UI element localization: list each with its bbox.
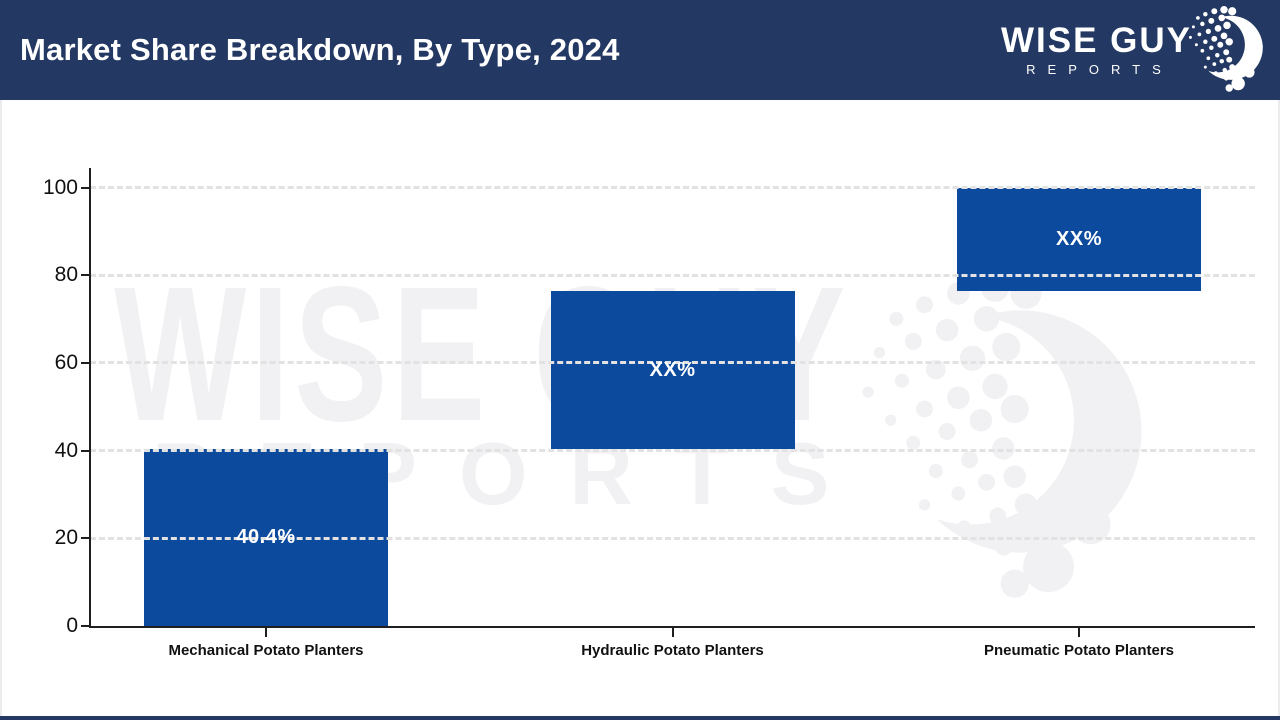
y-tick-label: 100	[42, 175, 78, 199]
x-axis-line	[89, 626, 1255, 628]
chart-body: WISE GUY REPORTS 0 20 40 60 80 100 40.4% Mechan…	[0, 100, 1280, 716]
x-axis-label: Hydraulic Potato Planters	[581, 642, 764, 659]
wiseguy-face-icon	[1188, 6, 1263, 92]
bar	[550, 291, 795, 449]
y-tick-label: 20	[54, 526, 78, 550]
y-tick-label: 40	[54, 438, 78, 462]
gridline	[90, 186, 1255, 190]
wiseguy-logo-text: WISE GUY REPORTS	[1001, 23, 1192, 77]
y-tick-label: 0	[66, 614, 78, 637]
bar-value-label: XX%	[1056, 228, 1102, 251]
gridline	[90, 449, 1255, 453]
y-tick-mark	[81, 625, 90, 627]
y-tick-label: 80	[54, 263, 78, 287]
y-axis-line	[89, 168, 91, 628]
gridline	[90, 273, 1255, 277]
x-tick-mark	[1078, 628, 1080, 637]
bar-value-label: 40.4%	[236, 526, 296, 549]
y-tick-mark	[81, 361, 90, 364]
gridline	[90, 361, 1255, 365]
plot-area: 0 20 40 60 80 100 40.4% Mechanical Potato Plant…	[2, 100, 1278, 716]
logo-name-label: WISE GUY	[1000, 21, 1192, 60]
logo-subtitle-label: REPORTS	[1026, 62, 1173, 77]
wiseguy-logo: WISE GUY REPORTS	[1001, 6, 1266, 94]
bar-value-label: XX%	[649, 358, 696, 381]
y-tick-mark	[81, 449, 90, 452]
x-axis-label: Mechanical Potato Planters	[168, 642, 364, 659]
page-title: Market Share Breakdown, By Type, 2024	[20, 32, 620, 67]
x-axis-label: Pneumatic Potato Planters	[983, 642, 1175, 659]
x-tick-mark	[265, 628, 267, 637]
y-tick-mark	[81, 186, 90, 189]
footer-accent-bar	[0, 716, 1280, 720]
y-tick-mark	[81, 537, 90, 540]
header-bar: Market Share Breakdown, By Type, 2024 WI…	[0, 0, 1280, 100]
y-tick-label: 60	[54, 350, 78, 374]
x-tick-mark	[671, 628, 674, 637]
y-tick-mark	[81, 274, 90, 277]
gridline	[90, 536, 1255, 540]
